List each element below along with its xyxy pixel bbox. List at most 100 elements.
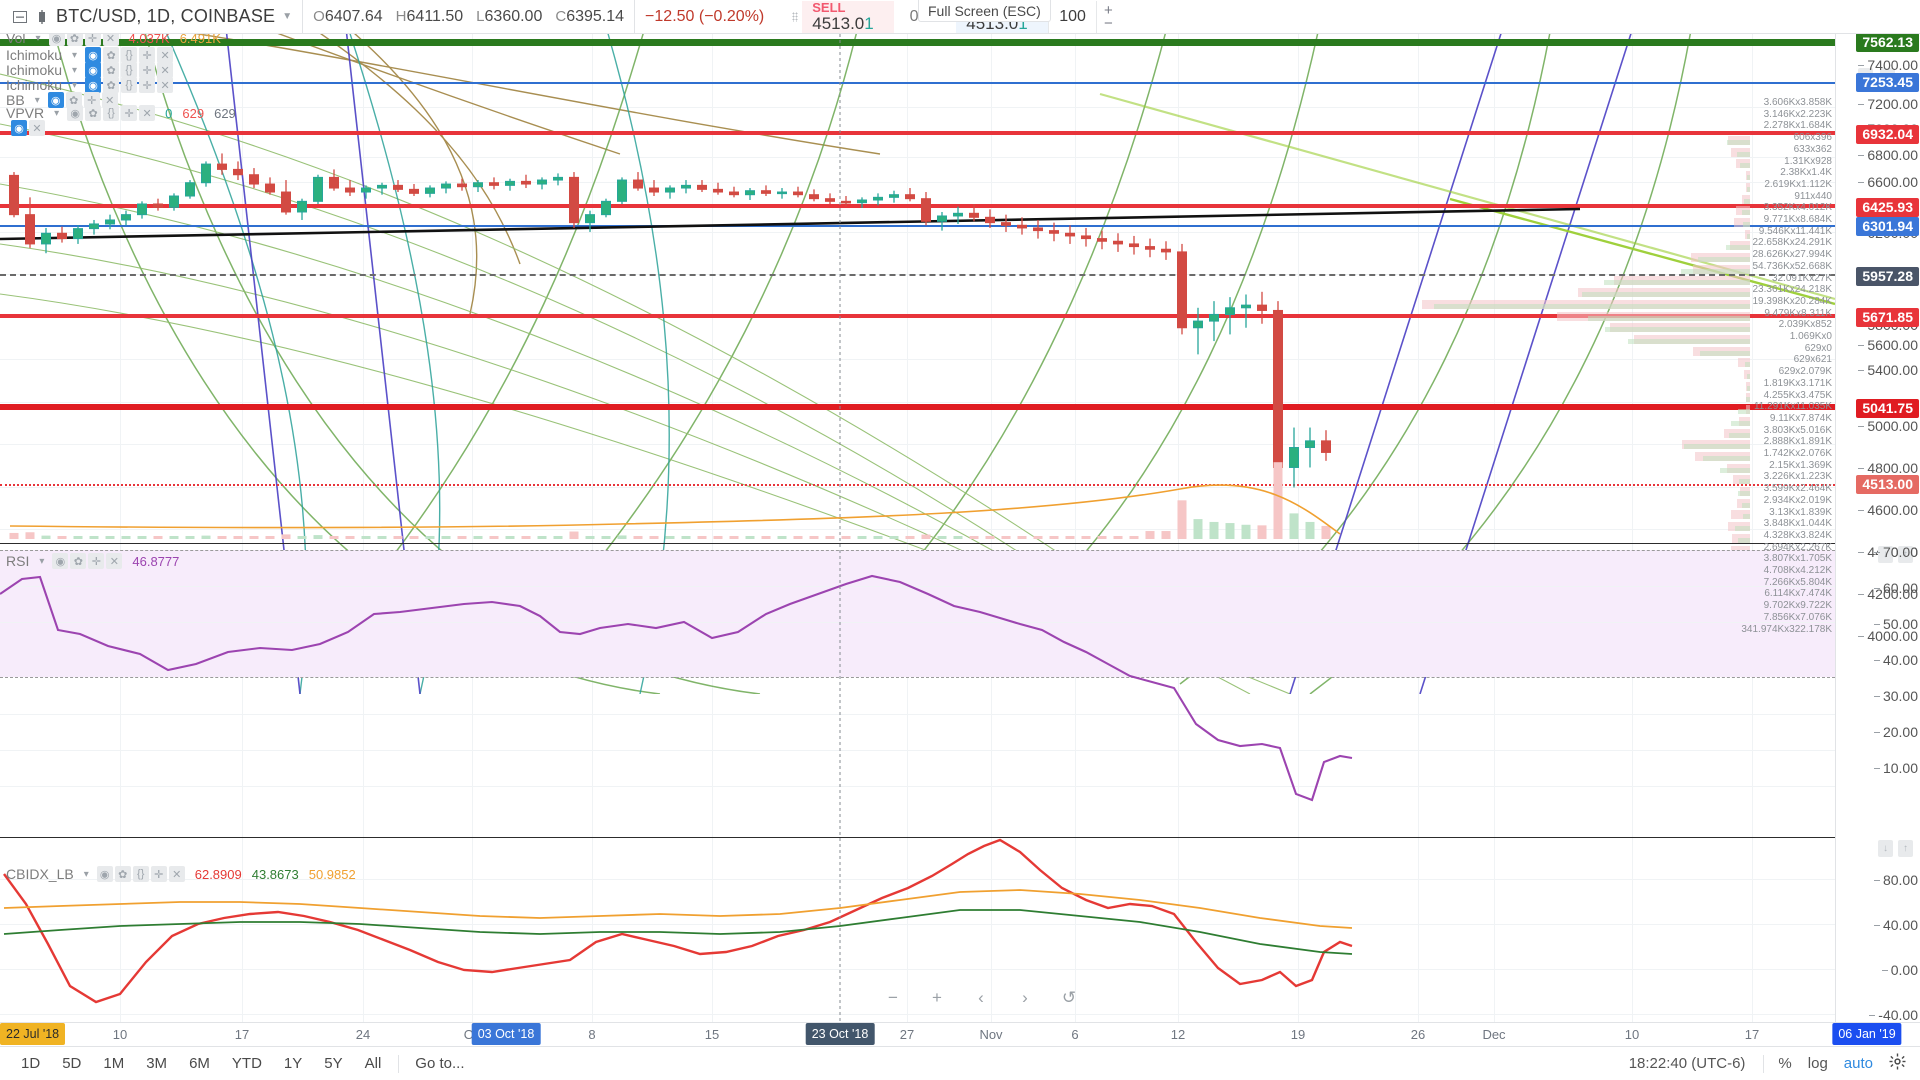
legend-rsi[interactable]: RSI ▾ ◉ ✿ ✛ ✕ 46.8777: [6, 553, 179, 569]
eye-icon[interactable]: ◉: [96, 866, 113, 882]
range-button-all[interactable]: All: [364, 1055, 382, 1072]
level-ray-5041[interactable]: [0, 404, 1835, 410]
price-badge-6425-93[interactable]: 6425.93: [1856, 198, 1919, 217]
time-scale[interactable]: 101724Oc81527Nov6121926Dec1017 22 Jul '1…: [0, 1022, 1920, 1046]
level-ray-6425[interactable]: [0, 204, 1835, 208]
quantity-stepper[interactable]: + −: [1095, 0, 1120, 33]
range-button-5d[interactable]: 5D: [62, 1055, 82, 1072]
plus-icon[interactable]: ✛: [83, 92, 100, 108]
eye-icon[interactable]: ◉: [47, 92, 64, 108]
chevron-down-icon[interactable]: ▾: [72, 49, 78, 61]
chevron-down-icon[interactable]: ▼: [282, 11, 293, 22]
chevron-down-icon[interactable]: ▾: [72, 79, 78, 91]
pane-separator-cbidx[interactable]: [0, 837, 1835, 838]
legend-buttons[interactable]: ◉ ✕: [11, 120, 45, 136]
chevron-down-icon[interactable]: ▾: [34, 94, 40, 106]
level-ray-6301[interactable]: [0, 225, 1835, 227]
close-icon[interactable]: ✕: [29, 120, 45, 136]
braces-icon[interactable]: {}: [121, 47, 138, 63]
legend-ichimoku-1[interactable]: Ichimoku ▾ ◉ ✿{} ✛ ✕: [6, 47, 174, 63]
braces-icon[interactable]: {}: [121, 62, 138, 78]
eye-icon[interactable]: ◉: [48, 30, 65, 46]
level-ray-6932[interactable]: [0, 131, 1835, 135]
close-icon[interactable]: ✕: [101, 92, 118, 108]
range-button-3m[interactable]: 3M: [146, 1055, 168, 1072]
level-ray-5671[interactable]: [0, 314, 1835, 318]
goto-button[interactable]: Go to...: [415, 1055, 465, 1072]
close-icon[interactable]: ✕: [139, 105, 156, 121]
legend-buttons[interactable]: ◉ ✿{} ✛ ✕: [85, 62, 174, 78]
eye-icon[interactable]: ◉: [85, 47, 102, 63]
legend-cbidx[interactable]: CBIDX_LB ▾ ◉ ✿ {} ✛ ✕ 62.8909 43.8673 50…: [6, 866, 356, 882]
legend-buttons[interactable]: ◉ ✿{} ✛ ✕: [85, 47, 174, 63]
braces-icon[interactable]: {}: [103, 105, 120, 121]
braces-icon[interactable]: {}: [121, 77, 138, 93]
level-ray-7253[interactable]: [0, 82, 1835, 84]
price-badge-5671-85[interactable]: 5671.85: [1856, 308, 1919, 327]
plus-icon[interactable]: ✛: [150, 866, 167, 882]
price-badge-7562-13[interactable]: 7562.13: [1856, 34, 1919, 52]
cbidx-scale-down-button[interactable]: ↑: [1898, 840, 1913, 857]
rsi-scale-up-button[interactable]: ↓: [1878, 546, 1893, 563]
legend-bb-4[interactable]: BB ▾ ◉ ✿ ✛ ✕: [6, 92, 118, 108]
price-badge-6932-04[interactable]: 6932.04: [1856, 125, 1919, 144]
level-ray-7562[interactable]: [0, 39, 1835, 46]
range-button-6m[interactable]: 6M: [189, 1055, 210, 1072]
trendline-overlay[interactable]: [0, 34, 1835, 694]
sell-button[interactable]: SELL 4513.01: [802, 0, 895, 33]
legend-cbidx-buttons[interactable]: ◉ ✿ {} ✛ ✕: [96, 866, 185, 882]
price-badge-6301-94[interactable]: 6301.94: [1856, 217, 1919, 236]
legend-vol-0[interactable]: Vol ▾ ◉ ✿ ✛ ✕ 4.037K 6.491K: [6, 30, 221, 46]
gear-icon[interactable]: [1881, 1053, 1920, 1075]
close-icon[interactable]: ✕: [168, 866, 185, 882]
close-icon[interactable]: ✕: [157, 47, 174, 63]
gear-icon[interactable]: ✿: [103, 77, 120, 93]
log-toggle[interactable]: log: [1807, 1055, 1828, 1072]
chart-canvas-area[interactable]: [0, 34, 1835, 1022]
plus-icon[interactable]: ✛: [139, 77, 156, 93]
legend-vpvr-5[interactable]: VPVR ▾ ◉ ✿{} ✛ ✕ 0 629 629: [6, 105, 236, 121]
gear-icon[interactable]: ✿: [85, 105, 102, 121]
quantity-increment[interactable]: +: [1103, 1, 1113, 19]
drag-handle-icon[interactable]: [788, 1, 802, 33]
legend-buttons[interactable]: ◉ ✿ ✛ ✕: [48, 30, 119, 46]
chevron-down-icon[interactable]: ▾: [72, 64, 78, 76]
range-button-1m[interactable]: 1M: [103, 1055, 125, 1072]
eye-icon[interactable]: ◉: [52, 553, 69, 569]
gear-icon[interactable]: ✿: [70, 553, 87, 569]
eye-icon[interactable]: ◉: [11, 120, 27, 136]
legend-ichimoku-2[interactable]: Ichimoku ▾ ◉ ✿{} ✛ ✕: [6, 62, 174, 78]
rsi-scale-down-button[interactable]: ↑: [1898, 546, 1913, 563]
price-badge-7253-45[interactable]: 7253.45: [1856, 73, 1919, 92]
close-icon[interactable]: ✕: [157, 77, 174, 93]
gear-icon[interactable]: ✿: [66, 30, 83, 46]
chevron-down-icon[interactable]: ▾: [35, 32, 41, 44]
close-icon[interactable]: ✕: [157, 62, 174, 78]
close-icon[interactable]: ✕: [102, 30, 119, 46]
reset-chart-button[interactable]: ↺: [1061, 988, 1077, 1007]
plus-icon[interactable]: ✛: [84, 30, 101, 46]
plus-icon[interactable]: ✛: [139, 62, 156, 78]
time-badge[interactable]: 06 Jan '19: [1832, 1023, 1902, 1045]
eye-icon[interactable]: ◉: [67, 105, 84, 121]
zoom-in-button[interactable]: +: [932, 988, 942, 1007]
zoom-out-button[interactable]: −: [888, 988, 898, 1007]
range-button-1d[interactable]: 1D: [21, 1055, 41, 1072]
range-button-ytd[interactable]: YTD: [231, 1055, 262, 1072]
gear-icon[interactable]: ✿: [114, 866, 131, 882]
gear-icon[interactable]: ✿: [65, 92, 82, 108]
range-button-1y[interactable]: 1Y: [283, 1055, 303, 1072]
time-badge[interactable]: 22 Jul '18: [0, 1023, 66, 1045]
pane-separator-rsi[interactable]: [0, 543, 1835, 544]
level-ray-4513[interactable]: [0, 484, 1835, 486]
chevron-down-icon[interactable]: ▾: [54, 107, 60, 119]
time-badge[interactable]: 23 Oct '18: [805, 1023, 875, 1045]
legend-buttons[interactable]: ◉ ✿{} ✛ ✕: [85, 77, 174, 93]
symbol-cell[interactable]: BTC/USD, 1D, COINBASE ▼: [0, 0, 304, 34]
price-badge-5957-28[interactable]: 5957.28: [1856, 267, 1919, 286]
price-scale[interactable]: ↓ ↑ 7400.007200.007000.006800.006600.006…: [1835, 34, 1920, 1022]
quantity-input[interactable]: 100: [1048, 0, 1096, 33]
gear-icon[interactable]: ✿: [103, 47, 120, 63]
close-icon[interactable]: ✕: [106, 553, 123, 569]
scroll-right-button[interactable]: ›: [1022, 988, 1028, 1007]
